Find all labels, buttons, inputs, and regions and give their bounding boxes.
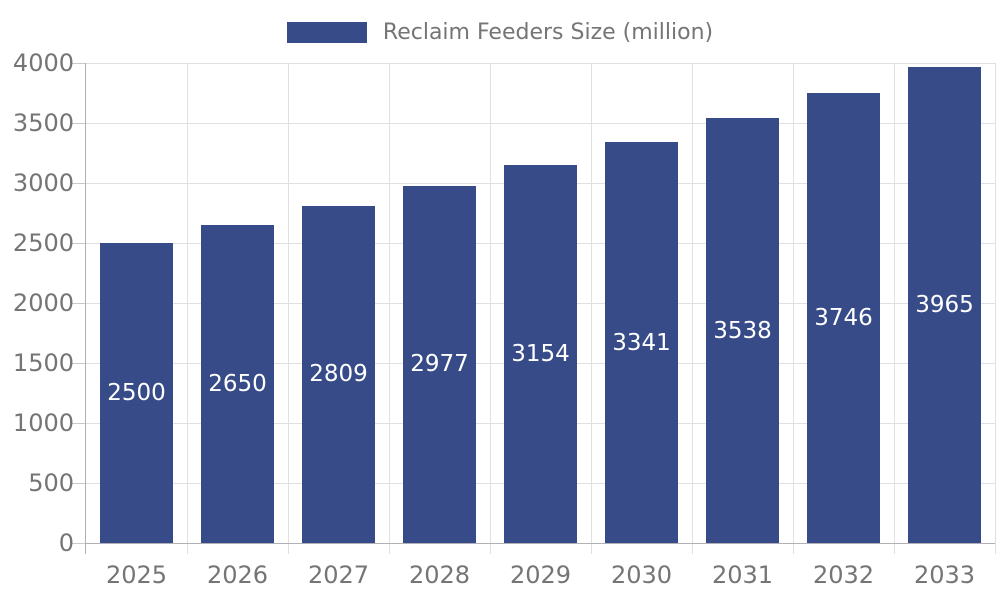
x-axis-label: 2027 — [307, 561, 370, 589]
gridline-vertical — [186, 63, 188, 554]
bar-value-label: 2500 — [107, 380, 166, 406]
bar[interactable] — [706, 118, 779, 543]
bar-value-label: 2650 — [208, 371, 267, 397]
y-axis-tick — [70, 542, 86, 544]
gridline-vertical — [792, 63, 794, 554]
x-axis-label: 2032 — [812, 561, 875, 589]
bar-value-label: 2809 — [309, 361, 368, 388]
legend-label: Reclaim Feeders Size (million) — [382, 19, 714, 45]
y-axis-tick — [70, 482, 86, 484]
legend[interactable]: Reclaim Feeders Size (million) — [0, 14, 1000, 50]
bar[interactable] — [605, 142, 678, 543]
x-axis-label: 2025 — [105, 561, 168, 589]
y-axis-tick — [70, 422, 86, 424]
y-axis-line — [85, 63, 86, 554]
y-axis-label: 0 — [58, 529, 74, 557]
x-axis-label: 2033 — [913, 561, 976, 589]
y-axis-label: 3500 — [12, 109, 74, 137]
y-axis-label: 1500 — [12, 349, 74, 377]
bar[interactable] — [908, 67, 981, 543]
y-axis-tick — [70, 362, 86, 364]
gridline-vertical — [893, 63, 895, 554]
bar-value-label: 3154 — [511, 340, 570, 367]
y-axis-tick — [70, 242, 86, 244]
x-axis-label: 2030 — [610, 561, 673, 589]
gridline-vertical — [691, 63, 693, 554]
y-axis-tick — [70, 182, 86, 184]
bar-value-label: 3965 — [915, 292, 974, 319]
gridline-horizontal — [86, 62, 995, 64]
y-axis-label: 2000 — [12, 289, 74, 317]
bar[interactable] — [807, 93, 880, 543]
x-axis-label: 2031 — [711, 561, 774, 589]
x-axis-label: 2028 — [408, 561, 471, 589]
gridline-horizontal — [86, 122, 995, 124]
y-axis-label: 2500 — [12, 229, 74, 257]
bar[interactable] — [504, 164, 577, 543]
gridline-vertical — [287, 63, 289, 554]
y-axis-label: 4000 — [12, 49, 74, 77]
bar[interactable] — [100, 243, 173, 543]
y-axis-label: 3000 — [12, 169, 74, 197]
y-axis-tick — [70, 122, 86, 124]
x-axis-label: 2026 — [206, 561, 269, 589]
x-axis-label: 2029 — [509, 561, 572, 589]
gridline-vertical — [388, 63, 390, 554]
bar-value-label: 3538 — [713, 317, 772, 344]
gridline-vertical — [994, 63, 996, 554]
y-axis-tick — [70, 62, 86, 64]
legend-swatch-icon — [286, 21, 367, 43]
bar-value-label: 2977 — [410, 351, 469, 378]
gridline-vertical — [590, 63, 592, 554]
bar-value-label: 3341 — [612, 329, 671, 356]
x-axis-line — [86, 542, 995, 544]
gridline-vertical — [489, 63, 491, 554]
bar-value-label: 3746 — [814, 305, 873, 332]
y-axis-tick — [70, 302, 86, 304]
bar[interactable] — [302, 205, 375, 543]
y-axis-label: 1000 — [12, 409, 74, 437]
bar[interactable] — [201, 225, 274, 543]
y-axis-label: 500 — [28, 469, 74, 497]
bar[interactable] — [403, 185, 476, 543]
